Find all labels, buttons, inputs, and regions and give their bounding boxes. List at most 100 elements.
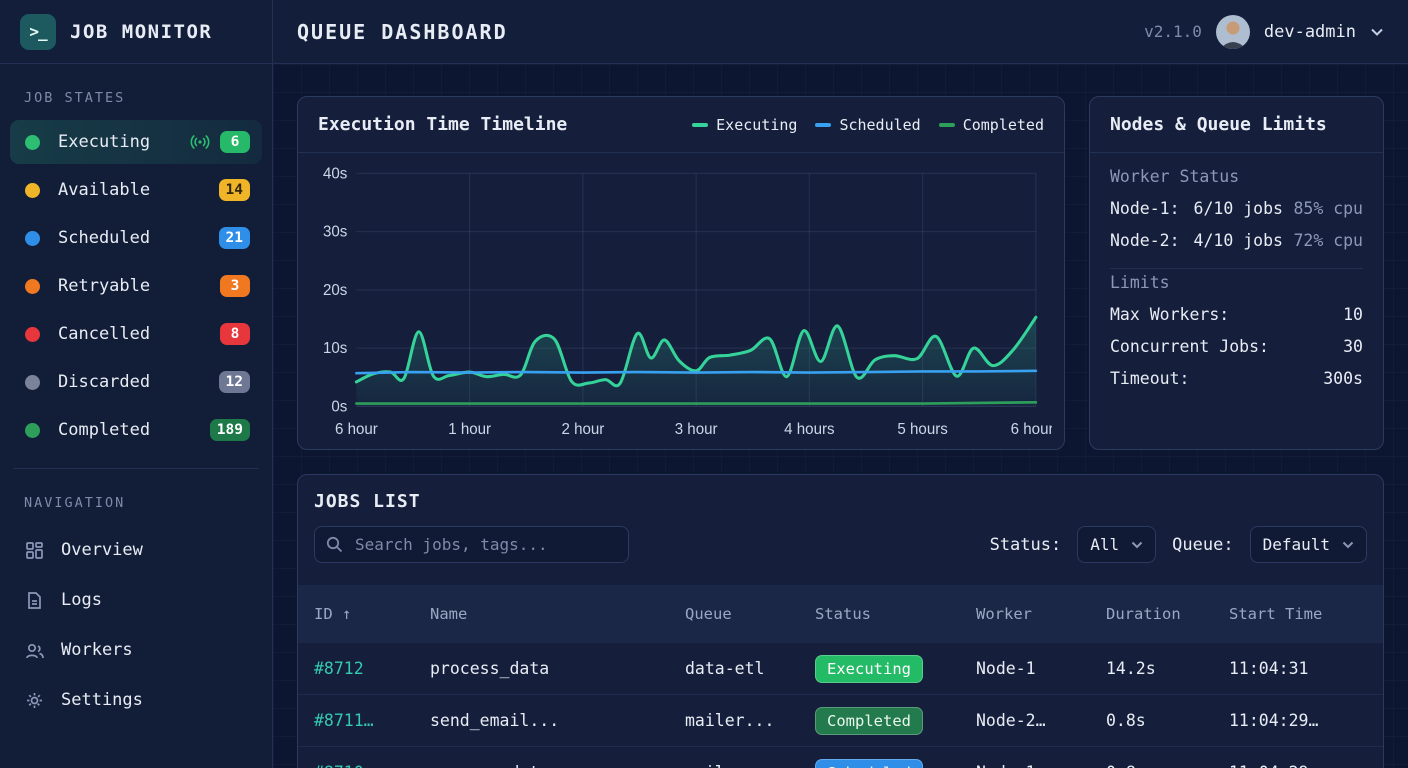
x-tick-label: 3 hour bbox=[675, 421, 718, 438]
main-content: Execution Time Timeline Executing Schedul… bbox=[273, 64, 1408, 768]
x-tick-label: 6 hours bbox=[1011, 421, 1052, 438]
queue-selected-value: Default bbox=[1262, 535, 1330, 554]
sidebar-item-available[interactable]: Available 14 bbox=[10, 168, 262, 212]
job-start-time: 11:04:29 bbox=[1229, 763, 1367, 768]
table-header-row: ID ↑ Name Queue Status Worker Duration Start T… bbox=[298, 585, 1383, 643]
state-label: Retryable bbox=[58, 276, 151, 296]
nav-item-label: Workers bbox=[61, 640, 133, 660]
x-tick-label: 1 hour bbox=[448, 421, 491, 438]
sidebar-item-executing[interactable]: Executing 6 bbox=[10, 120, 262, 164]
legend-item-completed: Completed bbox=[938, 116, 1044, 134]
limit-value: 10 bbox=[1343, 305, 1363, 324]
job-name: process_data bbox=[430, 763, 685, 768]
users-icon bbox=[26, 643, 44, 658]
sidebar-item-discarded[interactable]: Discarded 12 bbox=[10, 360, 262, 404]
avatar[interactable] bbox=[1215, 14, 1250, 49]
chevron-down-icon bbox=[1131, 541, 1143, 548]
x-tick-label: 2 hour bbox=[561, 421, 604, 438]
status-badge: Completed bbox=[815, 706, 923, 735]
job-id-link[interactable]: #8711… bbox=[314, 711, 374, 730]
legend-item-executing: Executing bbox=[692, 116, 797, 134]
gear-icon bbox=[27, 692, 42, 708]
app-title: JOB MONITOR bbox=[70, 20, 213, 43]
job-status-cell: Completed bbox=[815, 706, 976, 735]
state-right: 14 bbox=[218, 179, 250, 201]
limit-row: Timeout: 300s bbox=[1110, 369, 1363, 388]
column-header-duration[interactable]: Duration bbox=[1106, 605, 1181, 623]
job-worker: Node-1 bbox=[976, 659, 1036, 678]
legend-label: Executing bbox=[716, 115, 798, 134]
sidebar-item-settings[interactable]: Settings bbox=[10, 675, 262, 725]
column-header-worker[interactable]: Worker bbox=[976, 605, 1032, 623]
table-row[interactable]: #8712 process_data data-etl Executing Node-1… bbox=[298, 643, 1383, 695]
limit-label: Max Workers: bbox=[1110, 305, 1230, 324]
search-input[interactable] bbox=[314, 526, 629, 563]
job-queue: mailer... bbox=[685, 711, 775, 730]
table-row[interactable]: #8710process_datamailerScheduled Node-10.… bbox=[298, 747, 1383, 768]
chart-plot-area: 0s 10s 20s 30s 40s 6 hour 1 hour 2 hour 3 hour 4 … bbox=[298, 153, 1064, 449]
sidebar-item-scheduled[interactable]: Scheduled 21 bbox=[10, 216, 262, 260]
legend-swatch bbox=[692, 122, 709, 127]
job-states-list: Executing 6 Available 14 Scheduled 21 Retryabl… bbox=[10, 120, 262, 452]
count-badge: 12 bbox=[218, 371, 250, 393]
grid-icon bbox=[26, 541, 43, 559]
status-select[interactable]: All bbox=[1077, 526, 1157, 563]
column-header-id[interactable]: ID ↑ bbox=[314, 605, 352, 623]
state-dot-icon bbox=[25, 278, 40, 294]
worker-status-row: Node-1: 6/10 jobs 85% cpu bbox=[1110, 199, 1363, 218]
job-name: send_email... bbox=[430, 711, 560, 730]
status-selected-value: All bbox=[1090, 535, 1120, 554]
sidebar-item-workers[interactable]: Workers bbox=[10, 625, 262, 675]
state-right: 3 bbox=[220, 275, 250, 297]
panel-divider bbox=[1110, 268, 1363, 269]
version-label: v2.1.0 bbox=[1144, 22, 1202, 41]
filters: Status: All Queue: Default bbox=[990, 526, 1367, 563]
state-dot-icon bbox=[25, 182, 40, 198]
sidebar-item-logs[interactable]: Logs bbox=[10, 575, 262, 625]
column-header-status[interactable]: Status bbox=[815, 605, 871, 623]
state-dot-icon bbox=[25, 134, 40, 150]
nav-item-label: Overview bbox=[61, 540, 143, 560]
count-badge: 14 bbox=[218, 179, 250, 201]
worker-name: Node-2: bbox=[1110, 231, 1180, 250]
table-row[interactable]: #8711… send_email... mailer... Completed Nod… bbox=[298, 695, 1383, 747]
job-id-link[interactable]: #8712 bbox=[314, 659, 364, 678]
column-header-queue[interactable]: Queue bbox=[685, 605, 732, 623]
job-duration: 0.8s bbox=[1106, 763, 1229, 768]
state-dot-icon bbox=[25, 374, 40, 390]
state-label: Cancelled bbox=[58, 324, 151, 344]
logo-area: >_ JOB MONITOR bbox=[0, 0, 273, 64]
job-id-link[interactable]: #8710 bbox=[314, 763, 430, 768]
username[interactable]: dev-admin bbox=[1263, 21, 1356, 42]
state-dot-icon bbox=[25, 326, 40, 342]
column-header-start-time[interactable]: Start Time bbox=[1229, 605, 1323, 623]
chevron-down-icon[interactable] bbox=[1370, 27, 1384, 37]
state-label: Completed bbox=[58, 420, 151, 440]
state-dot-icon bbox=[25, 422, 40, 438]
worker-status-heading: Worker Status bbox=[1110, 167, 1240, 186]
state-right: 8 bbox=[220, 323, 250, 345]
legend-label: Scheduled bbox=[839, 115, 921, 134]
chart-legend: Executing Scheduled Completed bbox=[692, 116, 1044, 134]
queue-select[interactable]: Default bbox=[1249, 526, 1367, 563]
x-tick-label: 5 hours bbox=[897, 421, 948, 438]
state-dot-icon bbox=[25, 230, 40, 246]
search-icon bbox=[326, 536, 343, 553]
column-header-name[interactable]: Name bbox=[430, 605, 468, 623]
limit-value: 30 bbox=[1343, 337, 1363, 356]
count-badge: 8 bbox=[220, 323, 250, 345]
terminal-logo-icon: >_ bbox=[20, 13, 56, 50]
state-right: 21 bbox=[218, 227, 250, 249]
sidebar-item-retryable[interactable]: Retryable 3 bbox=[10, 264, 262, 308]
sidebar-item-cancelled[interactable]: Cancelled 8 bbox=[10, 312, 262, 356]
sidebar-item-overview[interactable]: Overview bbox=[10, 525, 262, 575]
y-tick-label: 10s bbox=[323, 340, 348, 357]
sidebar-item-completed[interactable]: Completed 189 bbox=[10, 408, 262, 452]
legend-swatch bbox=[938, 122, 955, 127]
nav-item-label: Logs bbox=[61, 590, 102, 610]
state-label: Scheduled bbox=[58, 228, 151, 248]
header-right: v2.1.0 dev-admin bbox=[1144, 14, 1384, 49]
count-badge: 6 bbox=[220, 131, 250, 153]
status-badge: Scheduled bbox=[815, 758, 923, 768]
